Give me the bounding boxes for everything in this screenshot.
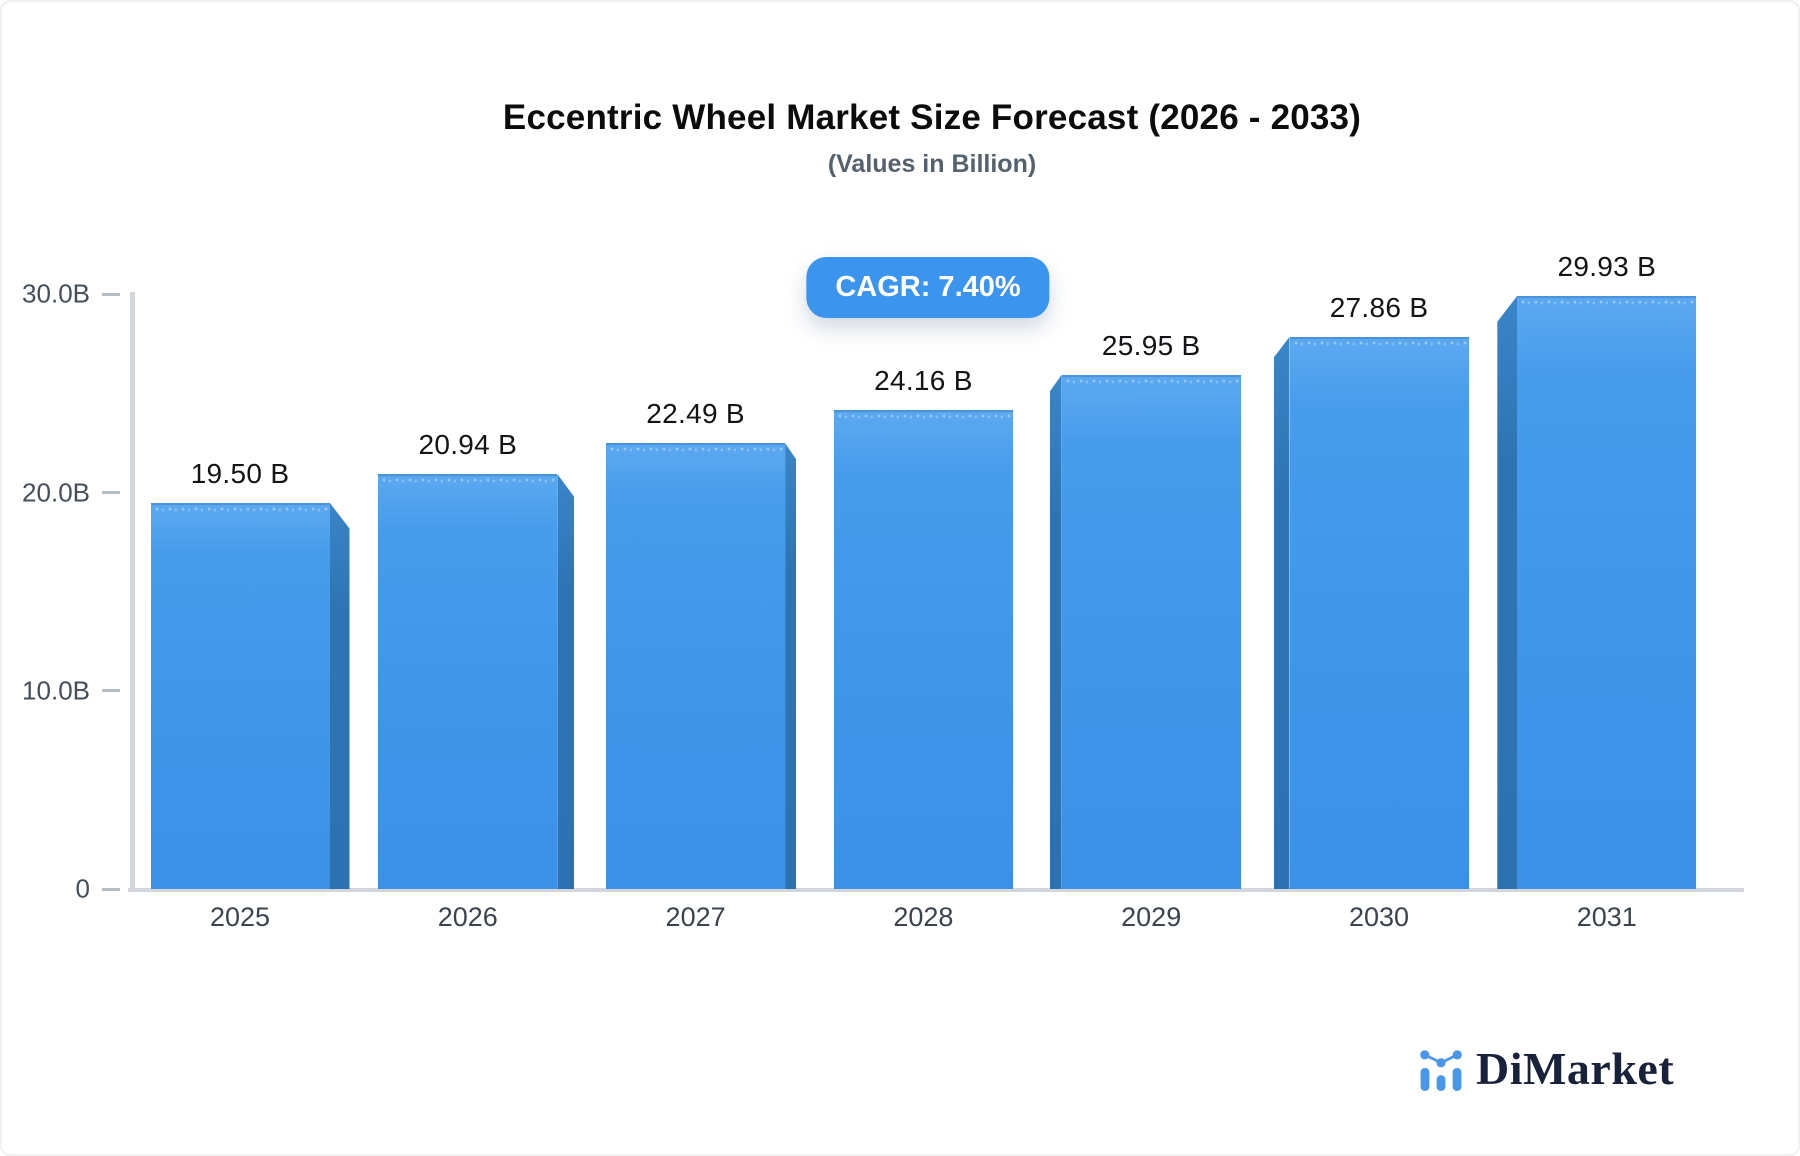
y-tick-label: 30.0B: [22, 278, 90, 309]
chart-subtitle: (Values in Billion): [827, 150, 1037, 178]
y-tick-label: 20.0B: [22, 477, 90, 508]
bar-2025: [150, 502, 350, 889]
chart-title: Eccentric Wheel Market Size Forecast (20…: [502, 98, 1362, 137]
y-tick-mark: [102, 292, 120, 296]
cagr-badge: CAGR: 7.40%: [806, 257, 1050, 318]
bar-2030: [1273, 336, 1469, 889]
bar-2026: [378, 473, 575, 889]
y-tick-mark: [102, 689, 120, 693]
bar-face: [833, 410, 1013, 889]
bar-face: [1289, 336, 1469, 889]
x-axis-label: 2030: [1348, 902, 1410, 932]
x-axis-label: 2025: [209, 902, 271, 932]
bar-2031: [1497, 295, 1697, 889]
y-axis-line: [130, 292, 135, 889]
x-axis-label: 2028: [893, 902, 954, 932]
y-tick-mark: [102, 887, 120, 891]
brand-logo-icon: [1420, 1050, 1462, 1091]
bar-value-label: 20.94 B: [418, 428, 518, 460]
bar-2027: [606, 443, 797, 889]
bar-face: [606, 443, 786, 889]
bar-face: [378, 473, 558, 889]
x-axis-line: [128, 888, 1744, 892]
bar-value-label: 27.86 B: [1329, 291, 1429, 323]
brand-logo-text: DiMarket: [1476, 1043, 1675, 1094]
bar-face: [150, 502, 330, 889]
bar-2028: [833, 410, 1013, 889]
x-axis-label: 2031: [1576, 902, 1637, 932]
y-tick-mark: [102, 491, 120, 495]
bar-side-face: [1273, 336, 1290, 889]
bar-side-face: [1049, 374, 1062, 889]
bar-value-label: 19.50 B: [190, 457, 290, 489]
bar-face: [1517, 295, 1697, 889]
bar-2029: [1049, 374, 1241, 889]
bar-side-face: [557, 473, 575, 889]
bar-value-label: 24.16 B: [874, 365, 973, 397]
x-axis-label: 2027: [665, 902, 726, 932]
bar-value-label: 22.49 B: [646, 398, 745, 430]
brand-logo: DiMarket: [1420, 1046, 1674, 1092]
x-axis-label: 2026: [437, 902, 498, 932]
bar-value-label: 29.93 B: [1557, 250, 1657, 282]
bar-side-face: [785, 443, 797, 889]
x-axis-label: 2029: [1121, 902, 1182, 932]
bar-value-label: 25.95 B: [1101, 329, 1201, 361]
y-tick-label: 10.0B: [22, 675, 90, 706]
y-tick-label: 0: [75, 873, 90, 904]
bar-side-face: [1497, 295, 1518, 889]
bar-face: [1061, 374, 1241, 889]
bar-side-face: [329, 502, 350, 889]
